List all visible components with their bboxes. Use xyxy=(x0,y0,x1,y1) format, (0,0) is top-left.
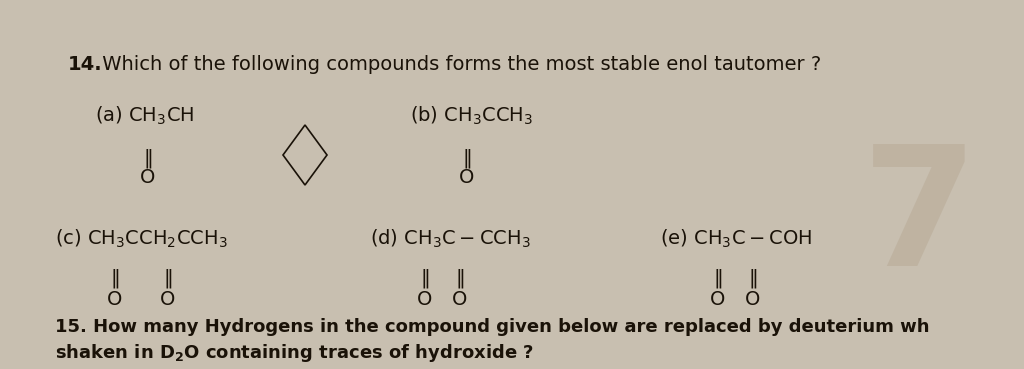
Text: O: O xyxy=(161,290,176,309)
Text: ‖: ‖ xyxy=(455,268,465,287)
Text: O: O xyxy=(453,290,468,309)
Text: ‖: ‖ xyxy=(111,268,120,287)
Text: (d) $\mathregular{CH_3C-CCH_3}$: (d) $\mathregular{CH_3C-CCH_3}$ xyxy=(370,228,530,250)
Text: (a) $\mathregular{CH_3CH}$: (a) $\mathregular{CH_3CH}$ xyxy=(95,105,195,127)
Text: ‖: ‖ xyxy=(143,148,153,168)
Text: ‖: ‖ xyxy=(462,148,472,168)
Text: O: O xyxy=(108,290,123,309)
Text: (b) $\mathregular{CH_3CCH_3}$: (b) $\mathregular{CH_3CCH_3}$ xyxy=(410,105,534,127)
Text: 7: 7 xyxy=(862,138,978,301)
Text: O: O xyxy=(140,168,156,187)
Text: ‖: ‖ xyxy=(749,268,758,287)
Text: ‖: ‖ xyxy=(713,268,723,287)
Text: O: O xyxy=(418,290,433,309)
Text: O: O xyxy=(745,290,761,309)
Text: ‖: ‖ xyxy=(163,268,173,287)
Text: ‖: ‖ xyxy=(420,268,430,287)
Text: O: O xyxy=(711,290,726,309)
Text: 14.: 14. xyxy=(68,55,102,74)
Text: (c) $\mathregular{CH_3CCH_2CCH_3}$: (c) $\mathregular{CH_3CCH_2CCH_3}$ xyxy=(55,228,227,250)
Text: 15. How many Hydrogens in the compound given below are replaced by deuterium wh: 15. How many Hydrogens in the compound g… xyxy=(55,318,930,336)
Text: (e) $\mathregular{CH_3C-COH}$: (e) $\mathregular{CH_3C-COH}$ xyxy=(660,228,812,250)
Text: O: O xyxy=(460,168,475,187)
Text: shaken in $\mathregular{D_2O}$ containing traces of hydroxide ?: shaken in $\mathregular{D_2O}$ containin… xyxy=(55,342,534,364)
Text: Which of the following compounds forms the most stable enol tautomer ?: Which of the following compounds forms t… xyxy=(96,55,821,74)
